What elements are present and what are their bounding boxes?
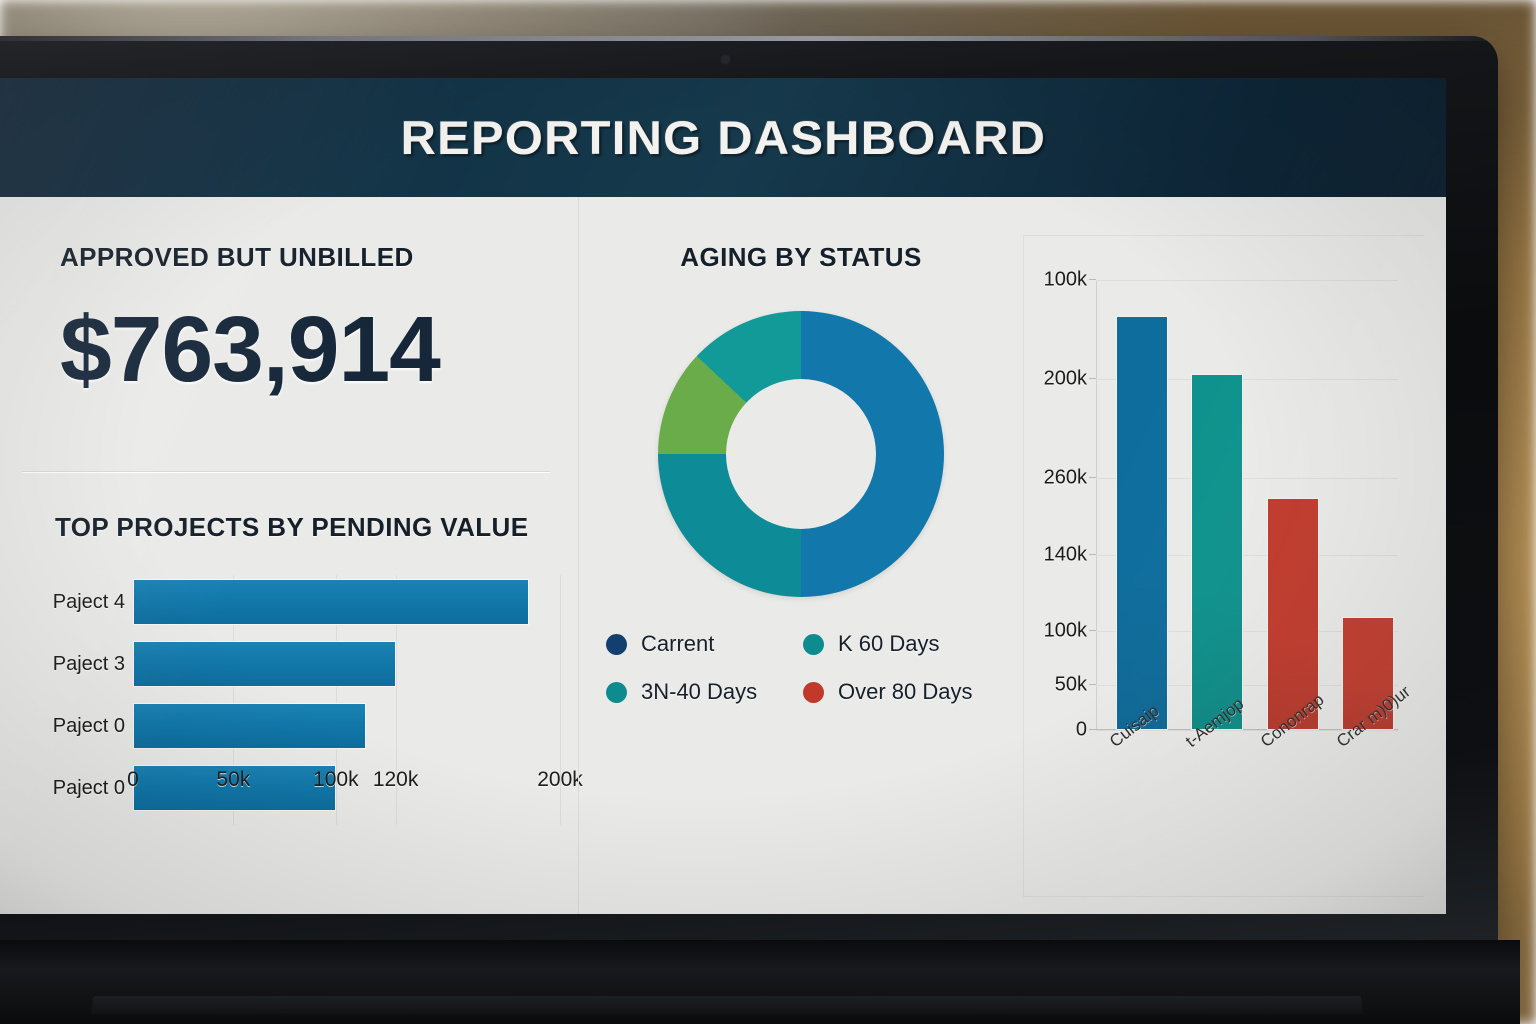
- bar-row[interactable]: Paject 0: [0, 765, 578, 811]
- top-projects-x-axis: 0 50k 100k 120k 200k: [127, 764, 583, 798]
- aging-chart-title: AGING BY STATUS: [680, 242, 922, 272]
- bar-category-label: Paject 4: [52, 590, 125, 613]
- bar-row[interactable]: Paject 3: [0, 641, 578, 687]
- y-axis-tick-label: 0: [1075, 718, 1087, 741]
- laptop-hinge: [91, 996, 1363, 1014]
- y-axis-tick-mark: [1089, 279, 1096, 280]
- y-axis-tick-mark: [1089, 684, 1096, 685]
- legend-color-dot: [606, 681, 627, 703]
- top-projects-bars: Paject 4 Paject 3 Paject 0 Paject 0: [0, 575, 578, 825]
- legend-item[interactable]: Over 80 Days: [803, 679, 996, 705]
- gridline-horizontal: [1096, 379, 1398, 380]
- bar-row[interactable]: Paject 4: [0, 579, 578, 625]
- panel-left: APPROVED BUT UNBILLED $763,914 TOP PROJE…: [0, 197, 583, 914]
- legend-item[interactable]: 3N-40 Days: [606, 679, 799, 705]
- vertical-bar-plot: 100k 200k 260k 140k 100k 50k 0: [1044, 269, 1398, 741]
- x-axis-baseline: [1096, 729, 1398, 730]
- legend-label: Carrent: [641, 631, 715, 656]
- legend-item[interactable]: K 60 Days: [803, 631, 996, 657]
- legend-label: Over 80 Days: [838, 679, 973, 704]
- x-axis-tick-label: 200k: [537, 768, 583, 791]
- gridline-vertical: [560, 575, 561, 825]
- laptop-screen: REPORTING DASHBOARD APPROVED BUT UNBILLE…: [0, 78, 1446, 914]
- bar[interactable]: [1266, 497, 1319, 730]
- aging-by-status-chart: AGING BY STATUS Carrent K 60 Days 3N-40 Da…: [579, 197, 1023, 705]
- kpi-divider: [22, 472, 550, 473]
- gridline-vertical: [233, 575, 235, 825]
- legend-item[interactable]: Carrent: [606, 631, 799, 657]
- top-projects-chart: TOP PROJECTS BY PENDING VALUE Paject 4 Pa…: [0, 512, 583, 825]
- y-axis-tick-label: 50k: [1054, 673, 1087, 696]
- legend-color-dot: [606, 633, 627, 655]
- kpi-label: APPROVED BUT UNBILLED: [60, 242, 414, 272]
- y-axis-tick-label: 100k: [1043, 619, 1087, 642]
- bar[interactable]: [133, 765, 336, 811]
- y-axis-tick-mark: [1089, 378, 1096, 379]
- gridline-horizontal: [1096, 685, 1398, 686]
- legend-color-dot: [803, 681, 824, 703]
- donut-holder: [658, 311, 944, 597]
- gridline-horizontal: [1096, 478, 1398, 479]
- chart-legend: Carrent K 60 Days 3N-40 Days Over 80 Days: [606, 631, 996, 705]
- bar[interactable]: [1115, 316, 1168, 730]
- bar-category-label: Paject 0: [52, 776, 125, 799]
- x-axis-tick-label: 50k: [216, 768, 251, 791]
- y-axis-line: [1096, 280, 1097, 730]
- top-projects-plot: Paject 4 Paject 3 Paject 0 Paject 0: [0, 575, 578, 825]
- bar[interactable]: [1342, 616, 1395, 730]
- kpi-value: $763,914: [60, 297, 441, 401]
- gridline-vertical: [335, 575, 337, 825]
- top-projects-title: TOP PROJECTS BY PENDING VALUE: [55, 512, 529, 542]
- legend-label: K 60 Days: [838, 631, 940, 656]
- x-axis-tick-label: 100k: [313, 768, 359, 791]
- dashboard-header: REPORTING DASHBOARD: [0, 78, 1446, 197]
- legend-label: 3N-40 Days: [641, 679, 758, 704]
- x-axis-tick-label: 0: [127, 768, 139, 791]
- y-axis-tick-mark: [1089, 553, 1096, 555]
- laptop-lid-edge-highlight: [0, 36, 1498, 41]
- bar-category-label: Paject 3: [52, 652, 125, 675]
- vertical-bar-card: 100k 200k 260k 140k 100k 50k 0 Cuisaip t-Aemjop…: [1023, 235, 1424, 897]
- y-axis-tick-mark: [1089, 630, 1096, 631]
- y-axis-tick-label: 140k: [1043, 543, 1087, 565]
- bar[interactable]: [1191, 374, 1244, 730]
- y-axis-tick-label: 200k: [1043, 367, 1087, 390]
- gridline-horizontal: [1096, 631, 1398, 632]
- panel-right: 100k 200k 260k 140k 100k 50k 0 Cuisaip t-Aemjop…: [1023, 197, 1446, 914]
- kpi-card: APPROVED BUT UNBILLED $763,914: [0, 197, 578, 396]
- bar-row[interactable]: Paject 0: [0, 703, 578, 749]
- panel-middle: AGING BY STATUS Carrent K 60 Days 3N-40 Da…: [578, 197, 1023, 914]
- page-title: REPORTING DASHBOARD: [400, 111, 1046, 164]
- y-axis-tick-mark: [1089, 729, 1096, 730]
- x-axis-tick-label: 120k: [372, 768, 419, 791]
- dashboard-body: APPROVED BUT UNBILLED $763,914 TOP PROJE…: [0, 197, 1446, 914]
- bar[interactable]: [133, 579, 530, 625]
- y-axis-tick-label: 260k: [1043, 466, 1087, 489]
- legend-color-dot: [803, 633, 824, 655]
- webcam-icon: [722, 56, 729, 63]
- bar[interactable]: [133, 703, 366, 749]
- y-axis-tick-mark: [1089, 477, 1096, 478]
- bar[interactable]: [133, 641, 396, 687]
- bar-category-label: Paject 0: [52, 714, 125, 737]
- y-axis-tick-label: 100k: [1043, 268, 1087, 291]
- gridline-horizontal: [1096, 730, 1398, 731]
- gridline-horizontal: [1096, 554, 1398, 556]
- vertical-bar-x-labels: Cuisaip t-Aemjop Cononrap Crar m)0)ur: [1096, 682, 1413, 836]
- gridline-horizontal: [1096, 280, 1398, 281]
- top-projects-gridlines: [133, 575, 561, 825]
- donut-hole: [726, 379, 876, 529]
- gridline-vertical: [395, 575, 397, 825]
